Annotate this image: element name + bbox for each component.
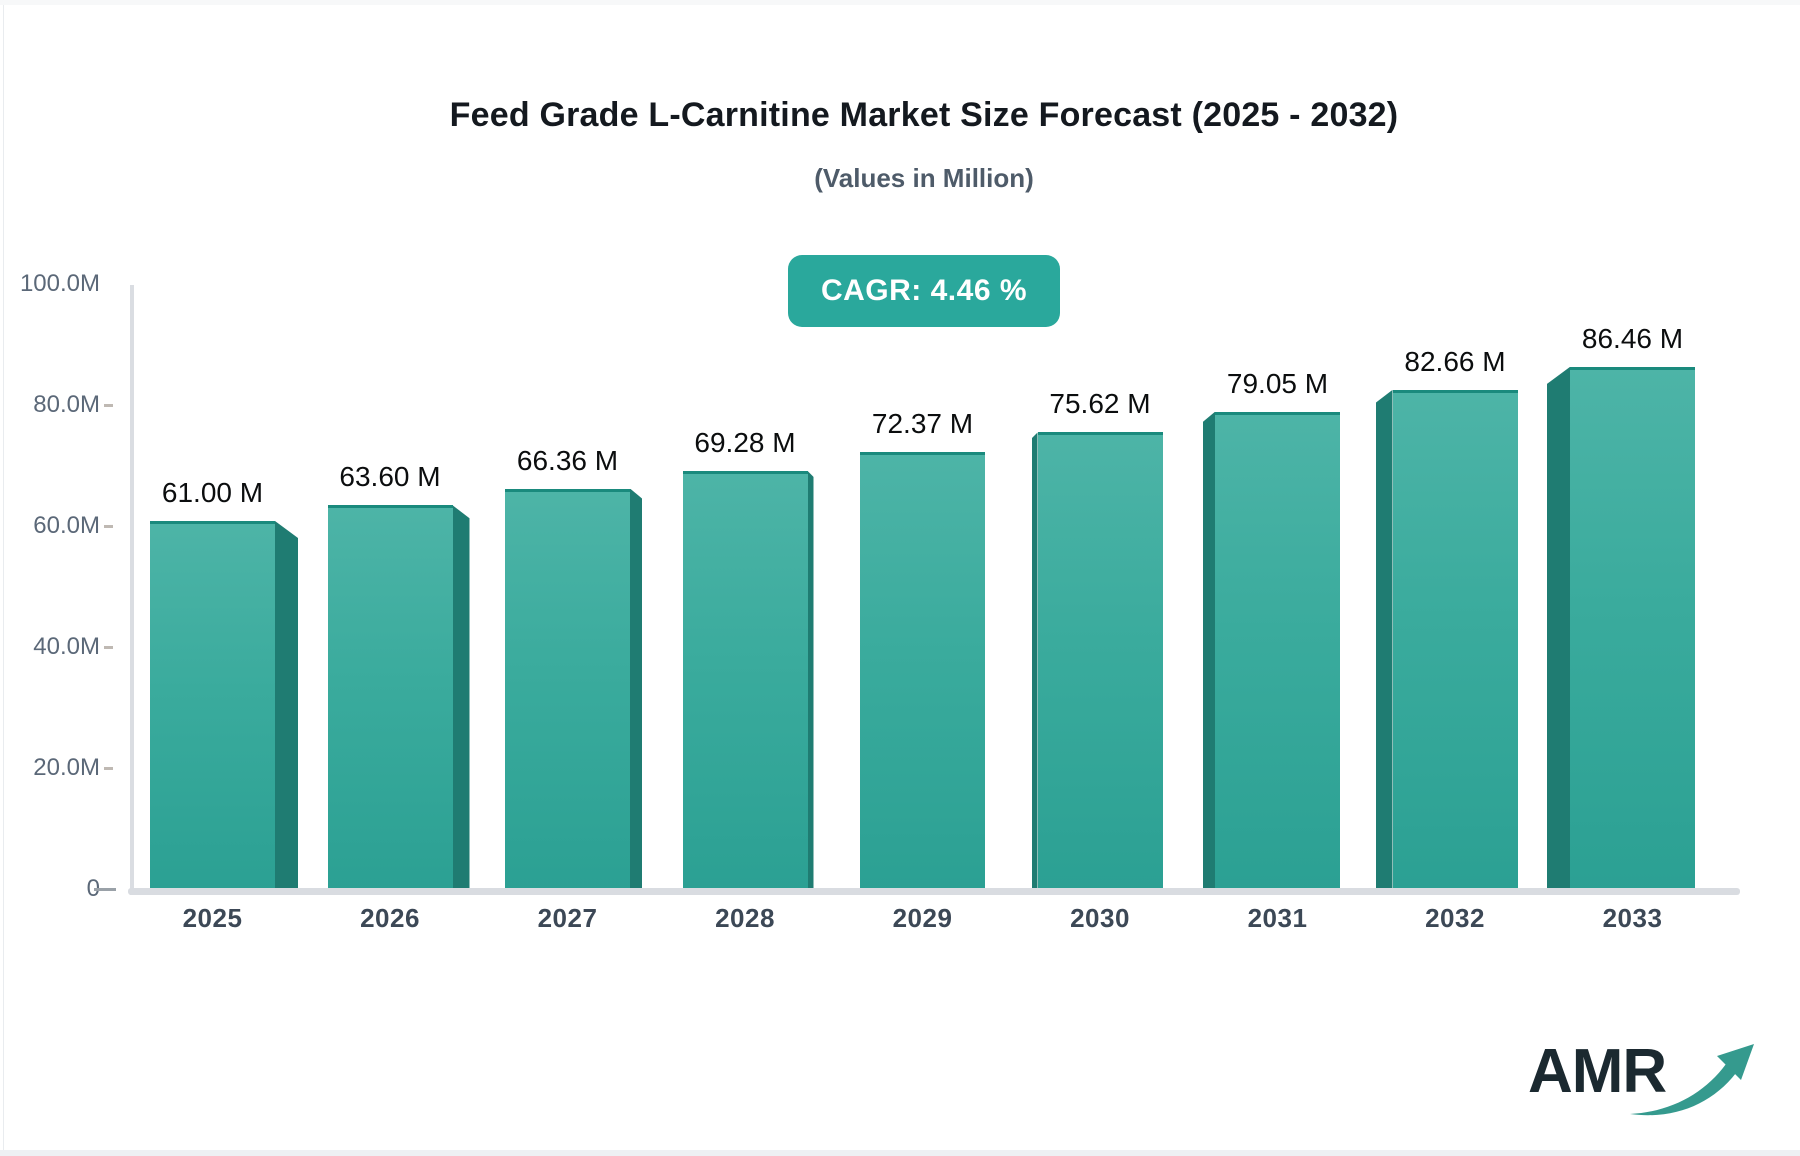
x-tick-label: 2025 — [182, 903, 243, 933]
bar-2026 — [327, 505, 453, 893]
x-tick-label: 2031 — [1247, 903, 1308, 933]
bar-2032 — [1392, 389, 1518, 893]
chart-subtitle: (Values in Million) — [814, 163, 1034, 193]
amr-logo-arrow-icon — [1630, 1044, 1754, 1116]
bar-2027 — [505, 488, 630, 893]
bar-2025 — [150, 520, 275, 893]
y-tick-mark — [104, 525, 113, 528]
bar-side-face — [1031, 432, 1038, 893]
page-bottom-strip — [0, 1150, 1800, 1156]
y-tick-mark — [94, 888, 116, 891]
y-tick-label: 100.0M — [19, 270, 100, 297]
bar-2028 — [682, 470, 808, 893]
bar-2030 — [1037, 432, 1163, 893]
bar-side-face — [1375, 389, 1393, 893]
page-left-border — [3, 5, 4, 1150]
bar-value-label: 61.00 M — [161, 476, 264, 508]
x-tick-label: 2032 — [1425, 903, 1485, 933]
y-tick-mark — [104, 646, 113, 649]
x-tick-label: 2033 — [1602, 903, 1663, 933]
bar-value-label: 69.28 M — [694, 426, 796, 458]
bar-side-face — [275, 520, 298, 893]
y-tick-label: 20.0M — [33, 754, 100, 781]
y-tick-mark — [104, 767, 113, 770]
y-tick-label: 0 — [0, 875, 100, 903]
cagr-badge: CAGR: 4.46 % — [788, 255, 1060, 327]
bar-value-label: 79.05 M — [1226, 367, 1329, 399]
bar-value-label: 86.46 M — [1581, 322, 1684, 354]
bar-value-label: 66.36 M — [516, 444, 619, 476]
bar-2029 — [860, 452, 985, 893]
amr-logo: AMR — [1528, 1030, 1778, 1130]
x-tick-label: 2026 — [360, 903, 420, 933]
bar-value-label: 82.66 M — [1404, 345, 1506, 377]
y-tick-label: 60.0M — [33, 512, 100, 539]
amr-logo-text: AMR — [1528, 1037, 1667, 1106]
bar-2031 — [1215, 411, 1340, 893]
bar-side-face — [630, 488, 642, 893]
x-tick-label: 2029 — [892, 903, 953, 933]
x-tick-label: 2030 — [1070, 903, 1130, 933]
bar-value-label: 72.37 M — [871, 408, 974, 440]
bar-value-label: 63.60 M — [339, 461, 441, 493]
bar-side-face — [807, 470, 814, 893]
bar-side-face — [452, 505, 470, 893]
page-top-strip — [0, 0, 1800, 5]
bar-value-label: 75.62 M — [1049, 388, 1151, 420]
x-tick-label: 2028 — [715, 903, 775, 933]
x-axis-line — [128, 888, 1740, 895]
y-tick-label: 80.0M — [33, 391, 100, 418]
y-tick-mark — [104, 404, 113, 407]
x-tick-label: 2027 — [537, 903, 598, 933]
bar-side-face — [1547, 366, 1570, 893]
bar-2033 — [1570, 366, 1695, 893]
bar-side-face — [1203, 411, 1215, 893]
chart-title: Feed Grade L-Carnitine Market Size Forec… — [449, 96, 1399, 134]
y-axis-line — [130, 285, 134, 895]
y-tick-label: 40.0M — [33, 633, 100, 660]
